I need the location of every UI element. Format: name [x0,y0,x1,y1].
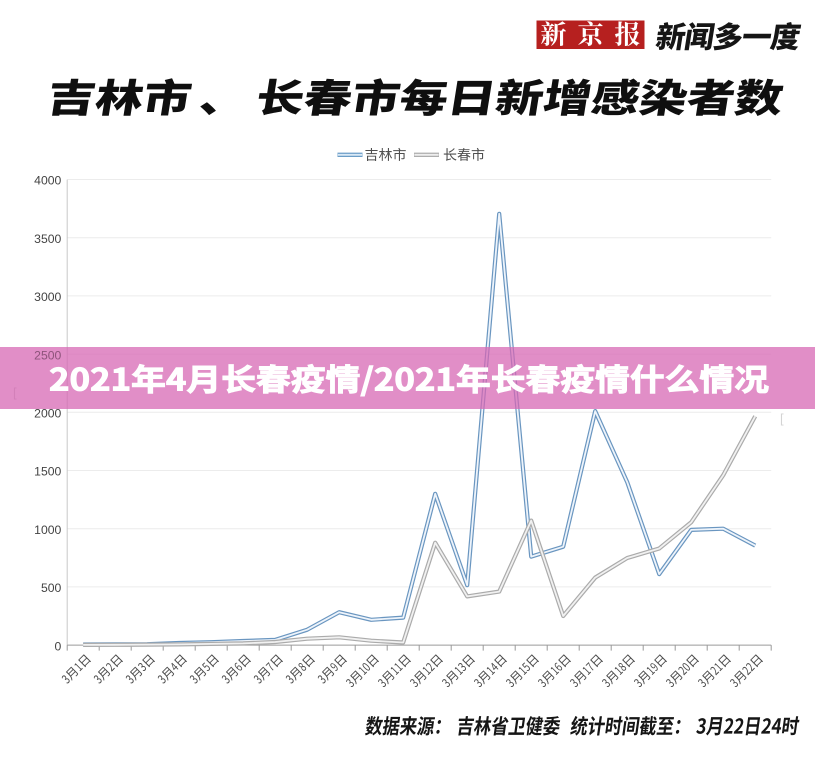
svg-text:[: [ [780,411,784,426]
svg-text:3000: 3000 [34,290,61,304]
svg-text:4000: 4000 [34,174,61,188]
svg-text:500: 500 [41,581,62,595]
svg-text:3500: 3500 [34,232,61,246]
svg-text:1000: 1000 [34,523,61,537]
svg-text:2500: 2500 [34,348,61,362]
svg-text:0: 0 [55,639,62,653]
svg-text:1500: 1500 [34,465,61,479]
svg-text:2000: 2000 [34,407,61,421]
